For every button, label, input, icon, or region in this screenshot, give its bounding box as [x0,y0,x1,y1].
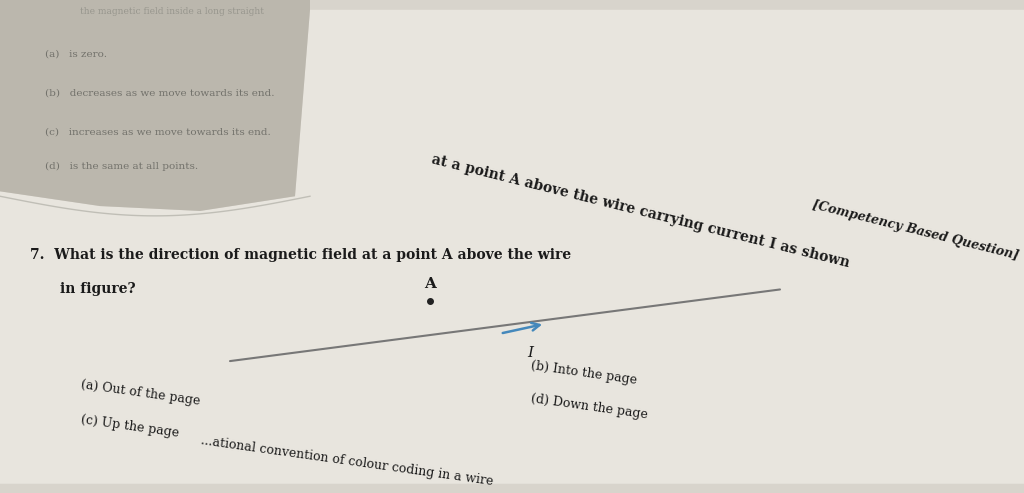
Text: [Competency Based Question]: [Competency Based Question] [811,199,1020,263]
Polygon shape [0,0,310,211]
Text: ...ational convention of colour coding in a wire: ...ational convention of colour coding i… [200,434,494,488]
Text: (a)   is zero.: (a) is zero. [45,49,106,59]
Text: A: A [424,277,436,290]
Text: (b) Into the page: (b) Into the page [530,359,638,387]
Text: (c)   increases as we move towards its end.: (c) increases as we move towards its end… [45,128,270,137]
Text: (a) Out of the page: (a) Out of the page [80,378,201,407]
Text: the magnetic field inside a long straight: the magnetic field inside a long straigh… [80,7,264,16]
Text: I: I [527,346,534,360]
Text: (d)   is the same at all points.: (d) is the same at all points. [45,162,198,172]
Text: in figure?: in figure? [60,282,135,296]
Text: (b)   decreases as we move towards its end.: (b) decreases as we move towards its end… [45,89,274,98]
Text: (d) Down the page: (d) Down the page [530,392,648,422]
Text: at a point A above the wire carrying current I as shown: at a point A above the wire carrying cur… [430,152,851,270]
Text: 7.  What is the direction of magnetic field at a point A above the wire: 7. What is the direction of magnetic fie… [30,248,571,262]
Text: (c) Up the page: (c) Up the page [80,414,180,440]
Polygon shape [0,10,1024,484]
